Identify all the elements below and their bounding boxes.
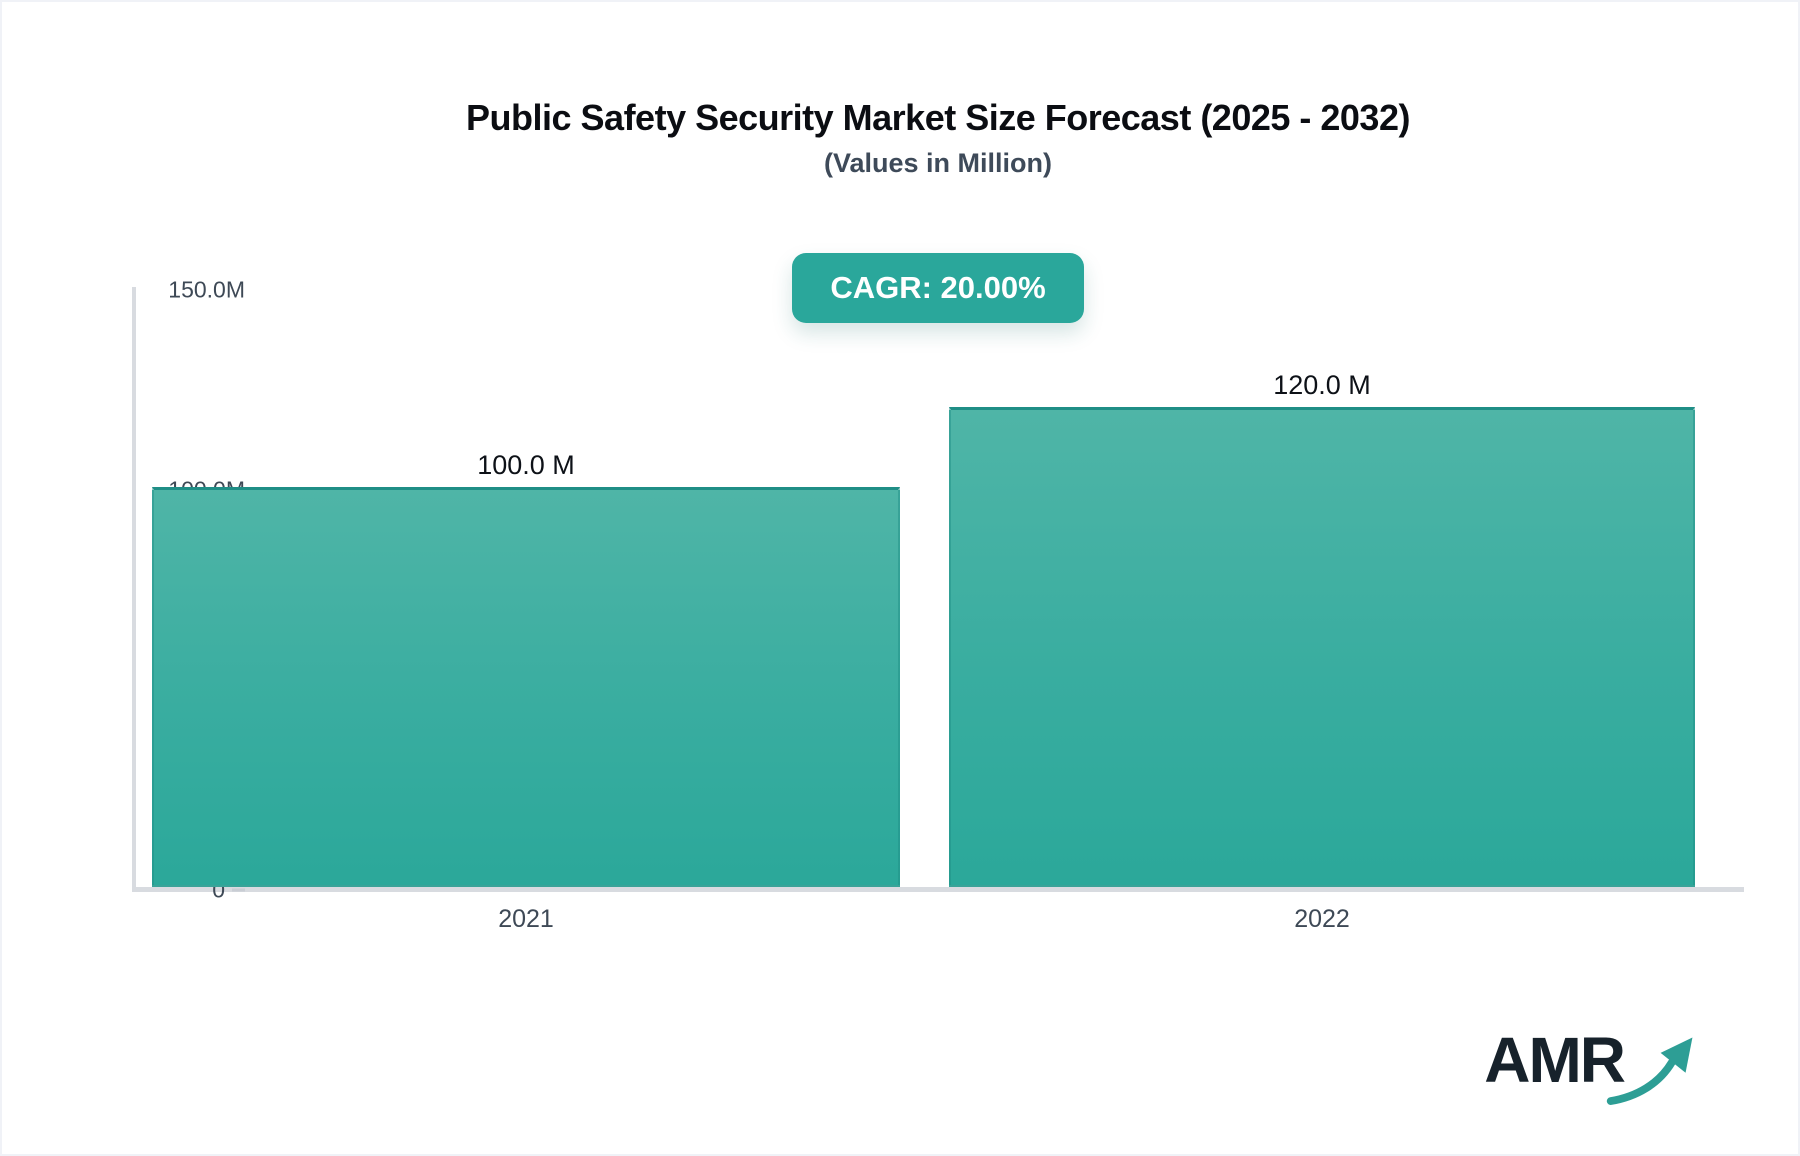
x-tick-2021: 2021	[498, 905, 554, 933]
y-tick-100m: 100.0M	[132, 477, 245, 504]
y-tick-dash	[232, 888, 245, 892]
y-tick-50m: 50.0M	[132, 677, 245, 704]
bar-column-2022: 120.0 M	[949, 287, 1695, 887]
plot-area: 150.0M 100.0M 50.0M 0 100.0 M 120.0 M 20…	[132, 277, 1744, 933]
amr-logo-text: AMR	[1484, 1024, 1626, 1096]
bar-2021: 100.0 M	[152, 450, 900, 887]
bar-column-2021: 100.0 M	[152, 287, 900, 887]
bar-value-label: 120.0 M	[1273, 370, 1371, 400]
bar-value-label: 100.0 M	[477, 450, 575, 480]
growth-arrow-icon	[1606, 1037, 1693, 1105]
y-tick-label: 0	[212, 876, 225, 903]
amr-logo: AMR	[1484, 1028, 1698, 1108]
y-tick-0: 0	[132, 877, 245, 904]
chart-subtitle: (Values in Million)	[823, 148, 1053, 178]
y-tick-label: 150.0M	[168, 276, 245, 303]
bar-2022: 120.0 M	[949, 370, 1695, 887]
y-tick-dash	[232, 688, 245, 692]
x-tick-2022: 2022	[1294, 905, 1350, 933]
y-tick-label: 50.0M	[161, 676, 225, 703]
x-axis-line	[132, 887, 1744, 892]
chart-title: Public Safety Security Market Size Forec…	[466, 97, 1410, 138]
chart-header: Public Safety Security Market Size Forec…	[132, 98, 1744, 323]
cagr-badge: CAGR: 20.00%	[792, 253, 1084, 323]
y-axis-line	[132, 287, 136, 891]
y-tick-150m: 150.0M	[132, 277, 245, 304]
y-tick-label: 100.0M	[168, 476, 245, 503]
